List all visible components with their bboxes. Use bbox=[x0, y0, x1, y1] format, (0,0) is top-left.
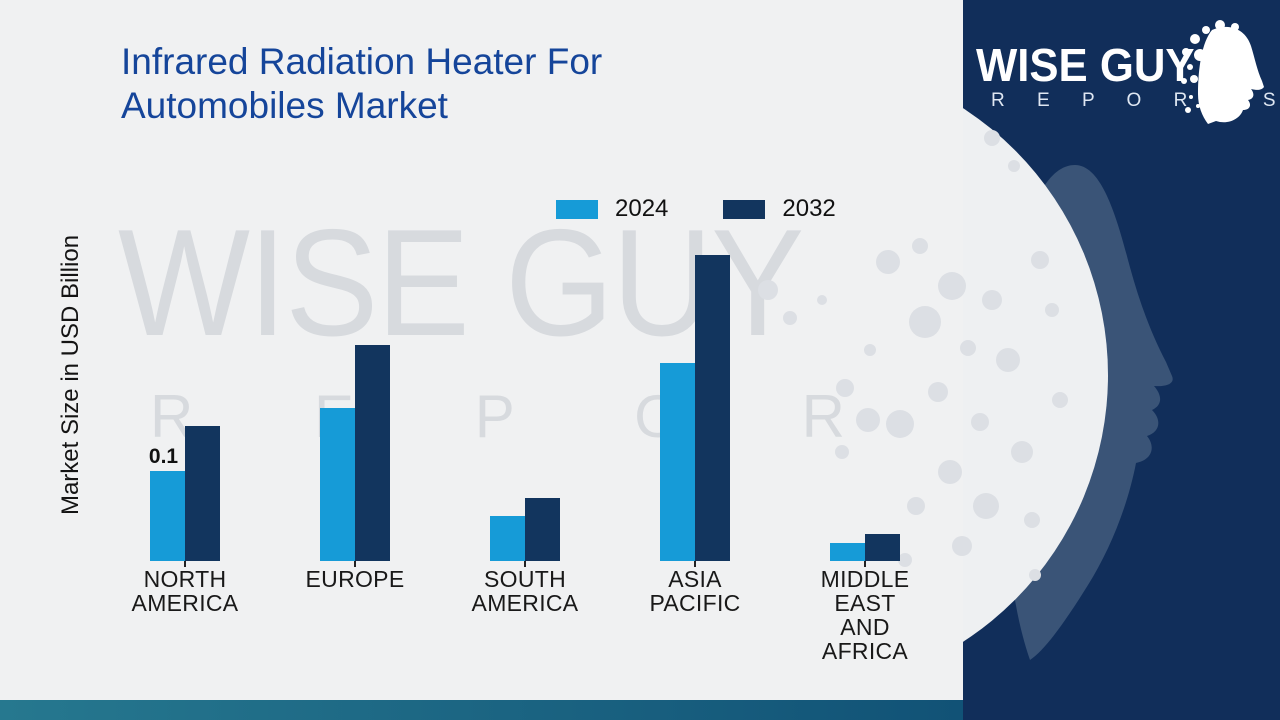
watermark-wiseguy-text: WISE GUY bbox=[118, 198, 804, 368]
bar-2024-europe bbox=[320, 408, 355, 561]
footer-accent-bar bbox=[0, 700, 963, 720]
category-label: ASIA PACIFIC bbox=[649, 566, 741, 616]
bar-2032-south-america bbox=[525, 498, 560, 561]
category-label: MIDDLE EAST AND AFRICA bbox=[820, 566, 910, 664]
logo-face-icon bbox=[1181, 20, 1264, 125]
category-label: SOUTH AMERICA bbox=[471, 566, 579, 616]
legend-label-2024: 2024 bbox=[615, 195, 669, 222]
bar-2024-north-america bbox=[150, 471, 185, 561]
legend-swatch-2032 bbox=[723, 199, 766, 219]
legend-label-2032: 2032 bbox=[782, 195, 836, 222]
bar-2024-asia-pacific bbox=[660, 363, 695, 561]
page-title: Infrared Radiation Heater For Automobile… bbox=[121, 41, 603, 126]
x-axis-tick bbox=[184, 561, 186, 567]
category-label: NORTH AMERICA bbox=[131, 566, 239, 616]
chart-legend: 2024 2032 bbox=[556, 195, 891, 223]
x-axis-tick bbox=[354, 561, 356, 567]
bar-2032-europe bbox=[355, 345, 390, 561]
bar-data-label: 0.1 bbox=[148, 445, 179, 468]
bar-2024-south-america bbox=[490, 516, 525, 561]
bar-2032-asia-pacific bbox=[695, 255, 730, 561]
bar-2032-middle-east-and-africa bbox=[865, 534, 900, 561]
x-axis-tick bbox=[694, 561, 696, 567]
legend-swatch-2024 bbox=[556, 199, 598, 219]
bar-2024-middle-east-and-africa bbox=[830, 543, 865, 561]
category-label: EUROPE bbox=[305, 566, 405, 592]
x-axis-tick bbox=[864, 561, 866, 567]
bar-2032-north-america bbox=[185, 426, 220, 561]
logo-wiseguy-text: WISE GUY bbox=[976, 39, 1195, 91]
x-axis-tick bbox=[524, 561, 526, 567]
